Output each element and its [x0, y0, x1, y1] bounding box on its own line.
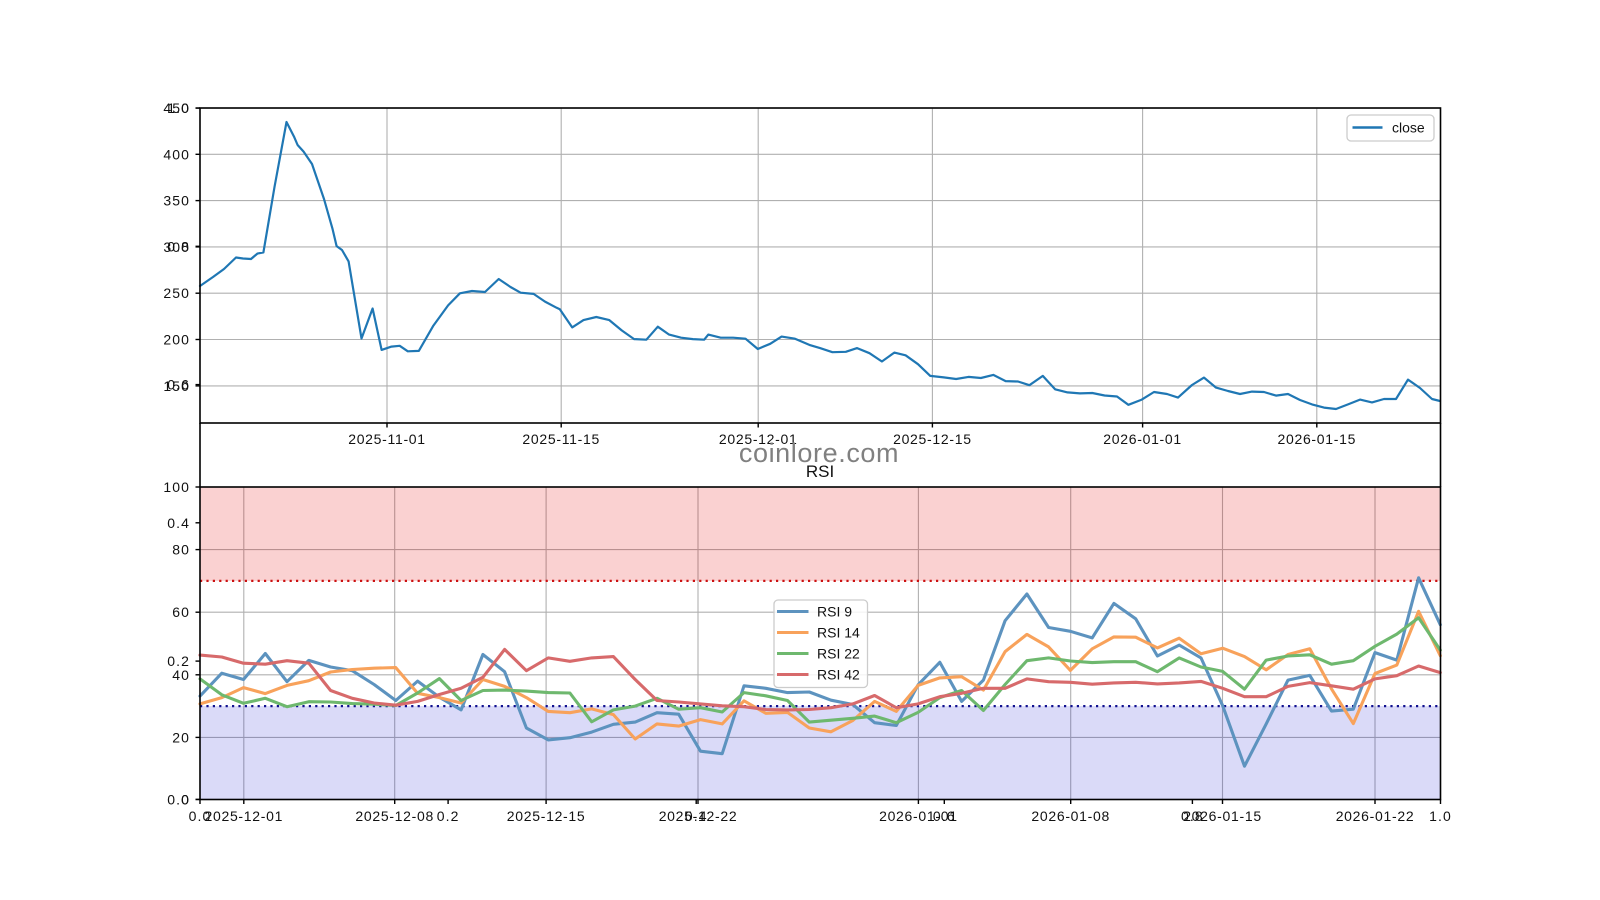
- svg-text:0.8: 0.8: [167, 238, 190, 254]
- svg-text:20: 20: [172, 729, 190, 745]
- svg-text:0.6: 0.6: [167, 377, 190, 393]
- svg-text:350: 350: [163, 193, 190, 209]
- svg-text:RSI 9: RSI 9: [817, 604, 852, 620]
- svg-text:80: 80: [172, 542, 190, 558]
- svg-text:0.2: 0.2: [167, 653, 190, 669]
- svg-text:250: 250: [163, 285, 190, 301]
- svg-text:2026-01-15: 2026-01-15: [1183, 808, 1262, 824]
- svg-text:2025-12-22: 2025-12-22: [659, 808, 738, 824]
- svg-text:coinlore.com: coinlore.com: [739, 438, 899, 468]
- svg-text:RSI 14: RSI 14: [817, 625, 860, 641]
- svg-text:400: 400: [163, 146, 190, 162]
- svg-text:2025-12-01: 2025-12-01: [719, 431, 798, 447]
- svg-text:2025-11-01: 2025-11-01: [348, 431, 426, 447]
- svg-text:2026-01-15: 2026-01-15: [1277, 431, 1356, 447]
- svg-text:2026-01-08: 2026-01-08: [1031, 808, 1110, 824]
- svg-text:60: 60: [172, 604, 190, 620]
- svg-text:RSI: RSI: [806, 462, 834, 481]
- svg-text:1.0: 1.0: [1429, 808, 1452, 824]
- svg-text:0.4: 0.4: [685, 808, 708, 824]
- svg-text:2025-12-08: 2025-12-08: [355, 808, 434, 824]
- svg-text:2026-01-22: 2026-01-22: [1336, 808, 1415, 824]
- svg-text:close: close: [1392, 120, 1425, 136]
- svg-text:RSI 22: RSI 22: [817, 646, 860, 662]
- svg-text:0.6: 0.6: [933, 808, 956, 824]
- svg-text:0.0: 0.0: [189, 808, 212, 824]
- svg-text:40: 40: [172, 667, 190, 683]
- svg-text:2025-12-01: 2025-12-01: [204, 808, 283, 824]
- svg-text:2025-12-15: 2025-12-15: [893, 431, 972, 447]
- svg-text:2025-12-15: 2025-12-15: [507, 808, 586, 824]
- svg-text:2026-01-01: 2026-01-01: [1103, 431, 1182, 447]
- svg-text:0.4: 0.4: [167, 515, 190, 531]
- svg-text:2026-01-01: 2026-01-01: [879, 808, 958, 824]
- svg-text:150: 150: [163, 378, 190, 394]
- svg-text:1.0: 1.0: [167, 100, 190, 116]
- svg-text:200: 200: [163, 332, 190, 348]
- svg-text:0.2: 0.2: [437, 808, 460, 824]
- svg-text:RSI 42: RSI 42: [817, 667, 860, 683]
- svg-text:300: 300: [163, 239, 190, 255]
- svg-text:100: 100: [163, 479, 190, 495]
- svg-text:0: 0: [181, 792, 190, 808]
- svg-text:0.8: 0.8: [1181, 808, 1204, 824]
- svg-text:450: 450: [163, 100, 190, 116]
- svg-text:0.0: 0.0: [167, 791, 190, 807]
- svg-text:2025-11-15: 2025-11-15: [522, 431, 600, 447]
